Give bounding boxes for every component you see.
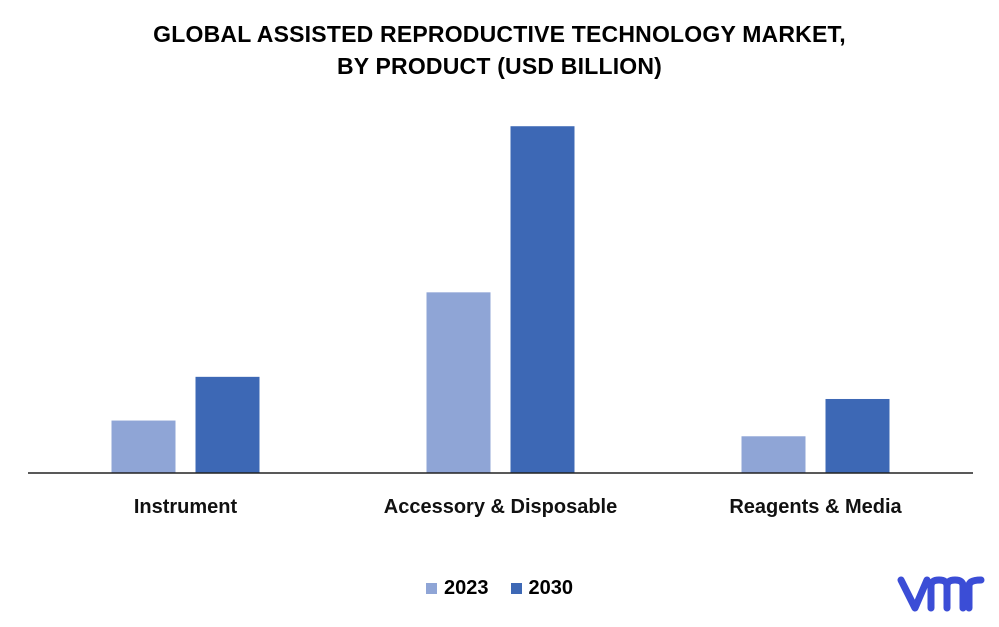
category-label-1: Accessory & Disposable — [384, 496, 617, 518]
bar-2023-accessory-disposable — [426, 292, 491, 473]
bar-2030-accessory-disposable — [510, 126, 575, 473]
legend-item-2030: 2030 — [510, 577, 574, 600]
chart-title-line-2: BY PRODUCT (USD BILLION) — [336, 53, 663, 79]
bar-2030-instrument — [195, 376, 260, 473]
category-label-2: Reagents & Media — [729, 496, 902, 518]
chart-title: GLOBAL ASSISTED REPRODUCTIVE TECHNOLOGY … — [0, 18, 999, 82]
legend-label-2030: 2030 — [528, 577, 574, 599]
legend-swatch-2030 — [510, 583, 522, 594]
legend-label-2023: 2023 — [444, 577, 489, 599]
chart-title-line-1: GLOBAL ASSISTED REPRODUCTIVE TECHNOLOGY … — [153, 21, 846, 47]
bar-2023-instrument — [111, 420, 176, 473]
bar-chart: Instrument Accessory & Disposable Reagents… — [28, 126, 973, 518]
legend: 2023 2030 — [0, 577, 999, 600]
bar-2023-reagents-media — [741, 436, 806, 473]
legend-swatch-2023 — [426, 583, 437, 594]
vmr-logo-icon — [897, 572, 985, 621]
category-label-0: Instrument — [134, 496, 238, 518]
legend-item-2023: 2023 — [426, 577, 489, 600]
bar-2030-reagents-media — [825, 398, 890, 473]
